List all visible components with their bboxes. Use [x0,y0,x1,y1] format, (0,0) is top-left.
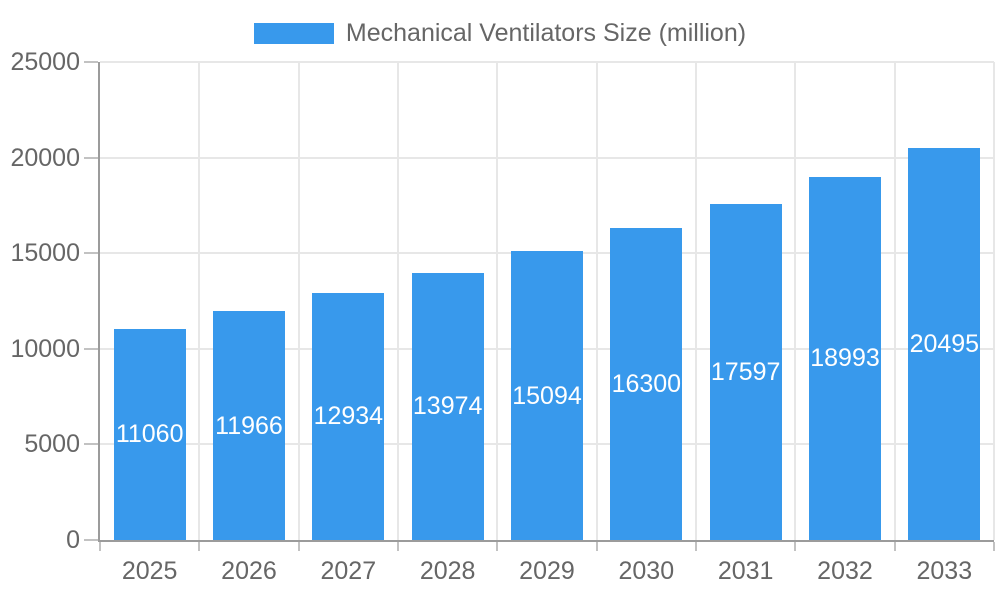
x-gridline [397,62,399,540]
bar-2032[interactable]: 18993 [809,176,881,540]
x-tick-mark [595,542,598,551]
x-gridline [794,62,797,540]
x-tick-mark [297,542,300,551]
bar-value-label: 16300 [611,370,682,399]
bar-value-label: 13974 [412,392,483,421]
x-tick-mark [397,542,399,551]
x-axis-line [98,540,994,542]
y-axis-line [98,62,100,542]
y-axis-tick-label: 25000 [10,48,80,76]
bar-2026[interactable]: 11966 [213,311,285,540]
x-tick-mark [496,542,499,551]
bar-2030[interactable]: 16300 [610,228,683,540]
x-axis-tick-label: 2030 [618,557,675,585]
bar-value-label: 18993 [810,344,880,373]
y-tick-mark [84,539,98,541]
x-axis-tick-label: 2029 [519,557,575,585]
y-gridline [100,61,994,63]
bar-value-label: 20495 [909,330,980,359]
x-axis-tick-label: 2026 [221,557,277,585]
bar-value-label: 11966 [215,411,283,440]
x-axis-tick-label: 2031 [717,557,774,585]
x-gridline [198,62,201,540]
bar-2028[interactable]: 13974 [411,272,484,540]
x-tick-mark [695,542,697,551]
x-gridline [993,62,995,540]
x-axis-tick-label: 2028 [419,557,476,585]
x-gridline [893,62,896,540]
x-axis-tick-label: 2025 [121,557,178,585]
y-axis-tick-label: 5000 [24,430,80,459]
bar-2031[interactable]: 17597 [709,203,782,540]
y-tick-mark [84,347,98,350]
bar-value-label: 15094 [512,381,582,410]
y-tick-mark [84,61,98,63]
bar-value-label: 17597 [710,357,781,386]
y-axis-tick-label: 10000 [10,334,80,363]
x-gridline [595,62,598,540]
x-tick-mark [893,542,896,551]
bar-2029[interactable]: 15094 [511,251,583,540]
x-axis-tick-label: 2032 [817,557,873,585]
bar-2027[interactable]: 12934 [312,292,385,540]
x-axis-tick-label: 2027 [320,557,377,585]
y-axis-tick-label: 0 [66,526,80,554]
y-tick-mark [84,252,98,255]
x-tick-mark [198,542,201,551]
x-gridline [695,62,697,540]
x-axis-tick-label: 2033 [916,557,973,585]
x-tick-mark [993,542,995,551]
y-tick-mark [84,443,98,446]
y-axis-tick-label: 15000 [10,239,80,268]
legend-swatch-icon [253,22,334,44]
bar-value-label: 11060 [115,420,184,449]
legend-label: Mechanical Ventilators Size (million) [345,19,747,47]
legend: Mechanical Ventilators Size (million) [0,19,1000,48]
bar-2025[interactable]: 11060 [113,328,186,540]
x-gridline [496,62,499,540]
bar-value-label: 12934 [313,402,384,431]
y-gridline [100,156,994,159]
y-tick-mark [84,156,98,159]
bar-2033[interactable]: 20495 [908,148,981,540]
x-tick-mark [794,542,797,551]
x-tick-mark [99,542,101,551]
legend-item[interactable]: Mechanical Ventilators Size (million) [253,19,747,48]
y-axis-tick-label: 20000 [10,143,80,172]
x-gridline [297,62,300,540]
